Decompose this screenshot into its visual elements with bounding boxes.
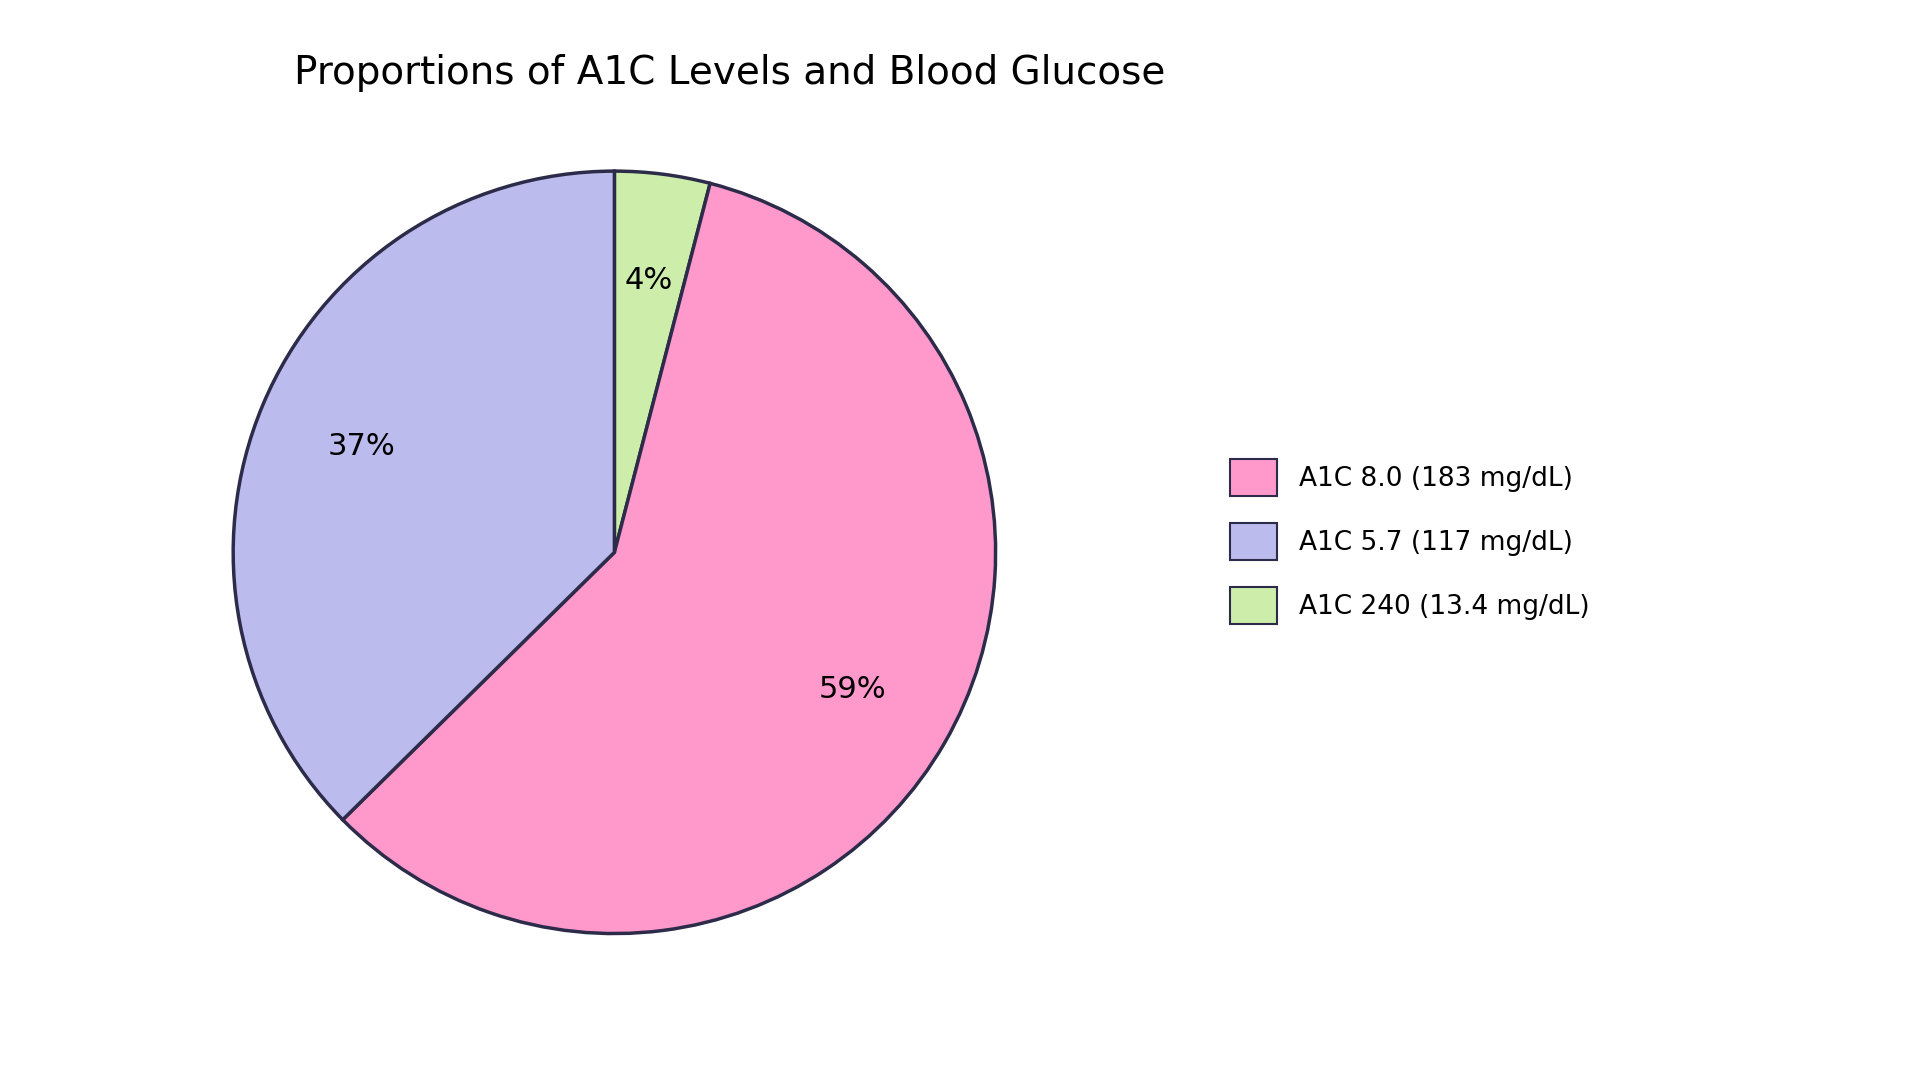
Text: Proportions of A1C Levels and Blood Glucose: Proportions of A1C Levels and Blood Gluc… [294, 54, 1165, 92]
Text: 4%: 4% [626, 265, 674, 295]
Wedge shape [614, 171, 710, 552]
Text: 37%: 37% [328, 432, 396, 460]
Wedge shape [232, 171, 614, 820]
Wedge shape [342, 183, 996, 934]
Text: 59%: 59% [818, 675, 885, 704]
Legend: A1C 8.0 (183 mg/dL), A1C 5.7 (117 mg/dL), A1C 240 (13.4 mg/dL): A1C 8.0 (183 mg/dL), A1C 5.7 (117 mg/dL)… [1204, 433, 1615, 650]
